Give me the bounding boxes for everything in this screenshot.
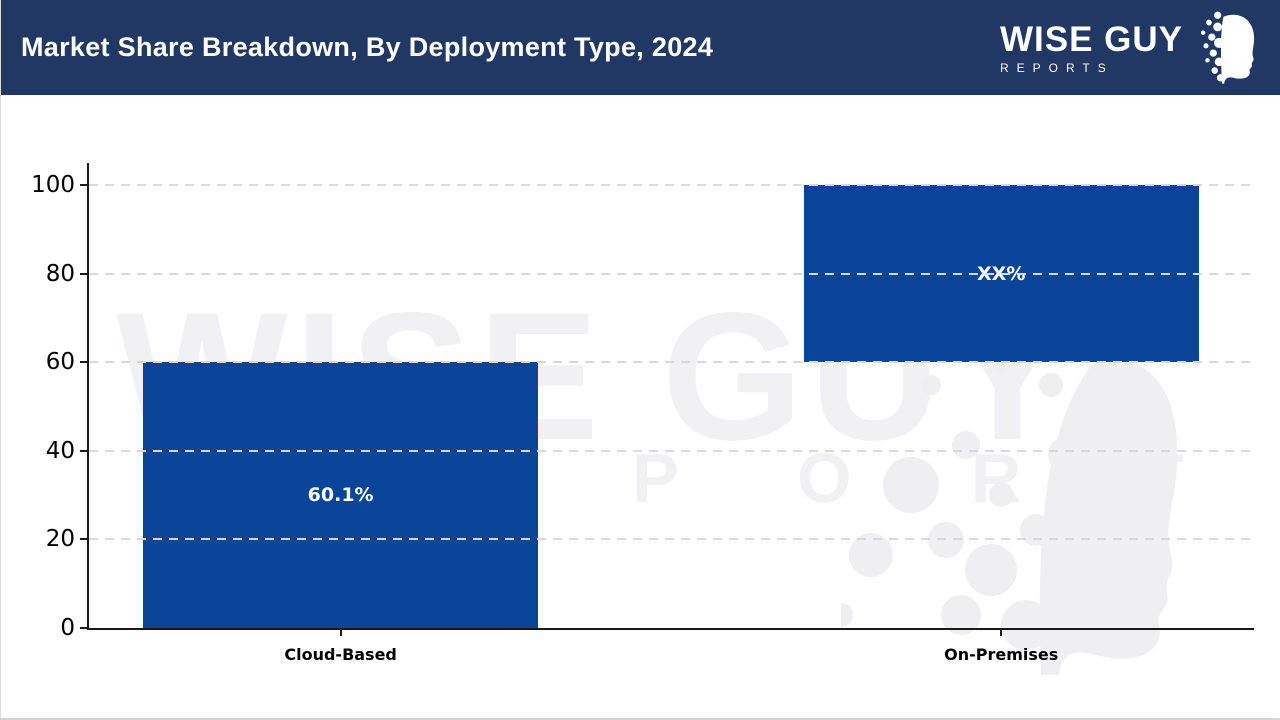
y-tick-label: 100 <box>31 172 75 199</box>
x-axis <box>87 628 1254 630</box>
x-tick-label-cloud-based: Cloud-Based <box>284 645 397 664</box>
bar-label-cloud-based: 60.1% <box>307 483 374 506</box>
y-tick-label: 40 <box>45 437 75 464</box>
logo-wordmark: WISE GUY <box>999 19 1183 59</box>
y-tick-label: 80 <box>45 260 75 287</box>
y-tick-mark <box>80 538 87 541</box>
y-tick-mark <box>80 184 87 187</box>
x-tick-label-on-premises: On-Premises <box>944 645 1059 664</box>
page-title: Market Share Breakdown, By Deployment Ty… <box>21 32 714 62</box>
bar-cloud-based: 60.1% <box>143 361 539 628</box>
y-tick-mark <box>80 361 87 364</box>
gridline <box>89 449 1254 452</box>
y-tick-mark <box>80 627 87 629</box>
y-tick-mark <box>80 449 87 452</box>
x-tick-mark <box>1000 630 1003 636</box>
y-tick-label: 0 <box>60 615 75 641</box>
x-tick-mark <box>339 630 342 636</box>
y-tick-label: 60 <box>45 349 75 376</box>
wiseguy-logo: WISE GUY REPORTS <box>1000 8 1259 88</box>
plot: 0 20 40 60 80 100 60.1% XX% Cloud-Based On-Prem… <box>31 163 1254 664</box>
gridline <box>89 184 1254 187</box>
gridline <box>89 538 1254 541</box>
gridline <box>89 272 1254 275</box>
y-axis <box>87 163 89 628</box>
header-bar: Market Share Breakdown, By Deployment Ty… <box>1 0 1280 95</box>
logo-subtitle: REPORTS <box>999 60 1114 75</box>
y-tick-label: 20 <box>45 526 75 553</box>
y-tick-mark <box>80 272 87 275</box>
logo-face-icon <box>1200 11 1255 84</box>
gridline <box>89 361 1254 364</box>
